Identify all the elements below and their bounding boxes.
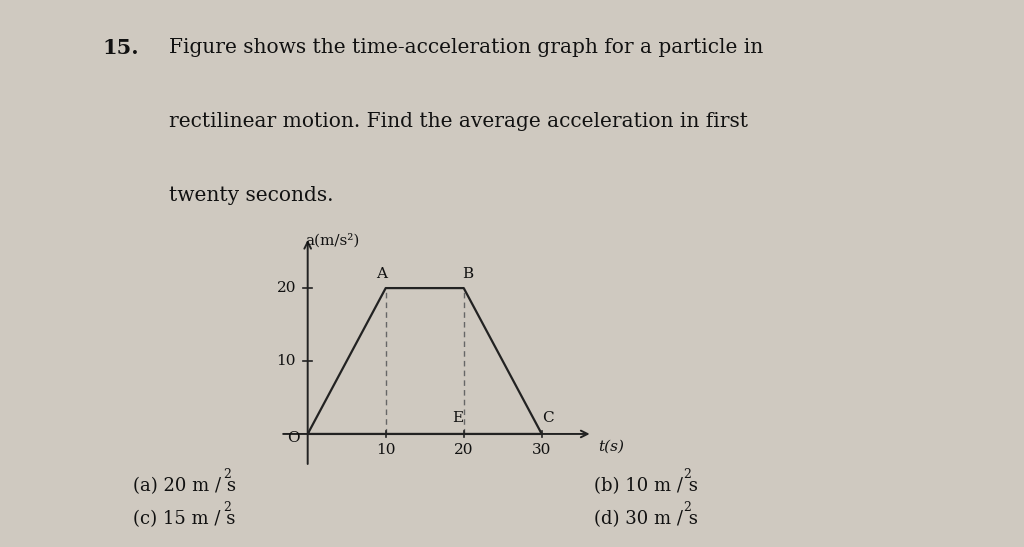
Text: 2: 2	[684, 501, 691, 514]
Text: (a) 20 m / s: (a) 20 m / s	[133, 477, 237, 495]
Text: (c) 15 m / s: (c) 15 m / s	[133, 510, 236, 528]
Text: 20: 20	[454, 443, 473, 457]
Text: 10: 10	[276, 354, 296, 368]
Text: Figure shows the time-acceleration graph for a particle in: Figure shows the time-acceleration graph…	[169, 38, 763, 57]
Text: 15.: 15.	[102, 38, 139, 59]
Text: 2: 2	[223, 468, 230, 481]
Text: B: B	[462, 267, 473, 281]
Text: (d) 30 m / s: (d) 30 m / s	[594, 510, 697, 528]
Text: E: E	[452, 411, 463, 425]
Text: rectilinear motion. Find the average acceleration in first: rectilinear motion. Find the average acc…	[169, 112, 748, 131]
Text: 10: 10	[376, 443, 395, 457]
Text: O: O	[288, 431, 300, 445]
Text: a(m/s²): a(m/s²)	[305, 234, 359, 248]
Text: twenty seconds.: twenty seconds.	[169, 186, 334, 205]
Text: (b) 10 m / s: (b) 10 m / s	[594, 477, 697, 495]
Text: A: A	[376, 267, 387, 281]
Text: C: C	[542, 411, 554, 425]
Text: 20: 20	[276, 281, 296, 295]
Text: 30: 30	[532, 443, 552, 457]
Text: t(s): t(s)	[598, 440, 624, 454]
Text: 2: 2	[223, 501, 230, 514]
Text: 2: 2	[684, 468, 691, 481]
